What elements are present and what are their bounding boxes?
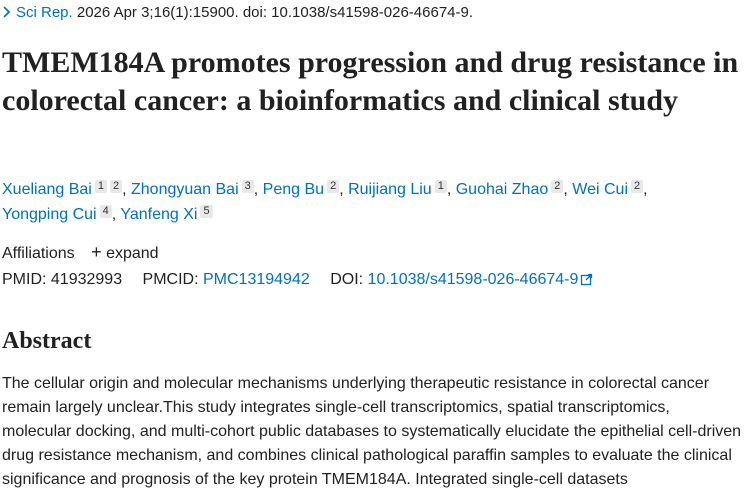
pmid-value: 41932993 <box>50 271 123 288</box>
author: Xueliang Bai 1 2 <box>2 180 127 198</box>
affiliations-label: Affiliations <box>2 245 75 262</box>
pmcid-link[interactable]: PMC13194942 <box>203 271 310 288</box>
pmcid-label: PMCID: <box>142 271 199 288</box>
author: Peng Bu 2 <box>262 180 344 198</box>
affiliation-ref[interactable]: 2 <box>631 180 644 193</box>
author: Yongping Cui 4 <box>2 205 116 223</box>
expand-toggle[interactable]: expand <box>106 245 159 262</box>
citation: Sci Rep. 2026 Apr 3;16(1):15900. doi: 10… <box>2 4 473 21</box>
author: Yanfeng Xi 5 <box>120 205 213 223</box>
doi-link[interactable]: 10.1038/s41598-026-46674-9 <box>367 271 579 288</box>
article-title: TMEM184A promotes progression and drug r… <box>2 46 739 117</box>
affiliation-ref[interactable]: 3 <box>241 180 254 193</box>
author-link[interactable]: Yanfeng Xi <box>120 206 198 223</box>
affiliation-ref[interactable]: 5 <box>200 205 213 218</box>
author-link[interactable]: Yongping Cui <box>2 206 97 223</box>
author-link[interactable]: Wei Cui <box>572 181 628 198</box>
affiliation-ref[interactable]: 4 <box>99 205 112 218</box>
journal-link[interactable]: Sci Rep. <box>16 4 73 21</box>
affiliations-row: Affiliations + expand <box>2 242 159 263</box>
affiliation-ref[interactable]: 2 <box>109 180 123 193</box>
author-link[interactable]: Xueliang Bai <box>2 181 92 198</box>
identifiers: PMID: 41932993 PMCID: PMC13194942 DOI: 1… <box>2 271 609 289</box>
pmid-label: PMID: <box>2 271 47 288</box>
author: Guohai Zhao 2 <box>455 180 568 198</box>
abstract-heading: Abstract <box>2 328 92 354</box>
author-link[interactable]: Peng Bu <box>262 181 325 198</box>
affiliation-ref[interactable]: 1 <box>94 180 107 193</box>
affiliation-ref[interactable]: 2 <box>327 180 340 193</box>
doi-label: DOI: <box>330 271 364 288</box>
author: Ruijiang Liu 1 <box>348 180 451 198</box>
affiliation-ref[interactable]: 1 <box>434 180 447 193</box>
citation-details: 2026 Apr 3;16(1):15900. doi: 10.1038/s41… <box>76 4 474 21</box>
author-link[interactable]: Zhongyuan Bai <box>131 181 239 198</box>
chevron-icon <box>3 6 11 18</box>
expand-icon[interactable]: + <box>91 242 102 262</box>
author-link[interactable]: Ruijiang Liu <box>348 181 432 198</box>
external-link-icon <box>581 273 593 286</box>
abstract-text: The cellular origin and molecular mechan… <box>2 375 742 488</box>
affiliation-ref[interactable]: 2 <box>551 180 564 193</box>
author: Zhongyuan Bai 3 <box>131 180 258 198</box>
author: Wei Cui 2 <box>572 180 648 198</box>
author-link[interactable]: Guohai Zhao <box>455 181 549 198</box>
